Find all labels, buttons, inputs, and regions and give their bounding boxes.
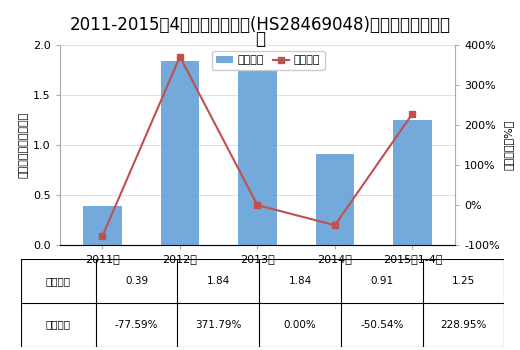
- Y-axis label: 进口金额（百万美元）: 进口金额（百万美元）: [19, 112, 29, 178]
- Text: 2011-2015年4月混合碳酸稀土(HS28469048)进口总额及增速统: 2011-2015年4月混合碳酸稀土(HS28469048)进口总额及增速统: [70, 16, 450, 34]
- Text: 进口金额: 进口金额: [46, 276, 71, 286]
- Legend: 进口金额, 同比增长: 进口金额, 同比增长: [212, 51, 324, 70]
- Text: 0.39: 0.39: [125, 276, 148, 286]
- Bar: [316, 154, 354, 245]
- Text: 228.95%: 228.95%: [440, 320, 487, 330]
- Text: 1.84: 1.84: [207, 276, 230, 286]
- Bar: [238, 62, 277, 245]
- Y-axis label: 同比增长（%）: 同比增长（%）: [504, 120, 514, 170]
- Text: 计: 计: [255, 30, 265, 48]
- Text: -50.54%: -50.54%: [360, 320, 404, 330]
- Bar: [83, 206, 122, 245]
- Text: 0.00%: 0.00%: [284, 320, 317, 330]
- Text: 1.84: 1.84: [289, 276, 311, 286]
- Bar: [161, 62, 199, 245]
- Text: -77.59%: -77.59%: [115, 320, 159, 330]
- Text: 371.79%: 371.79%: [195, 320, 241, 330]
- Text: 1.25: 1.25: [452, 276, 475, 286]
- Bar: [393, 120, 432, 245]
- Text: 0.91: 0.91: [370, 276, 393, 286]
- Text: 同比增长: 同比增长: [46, 320, 71, 330]
